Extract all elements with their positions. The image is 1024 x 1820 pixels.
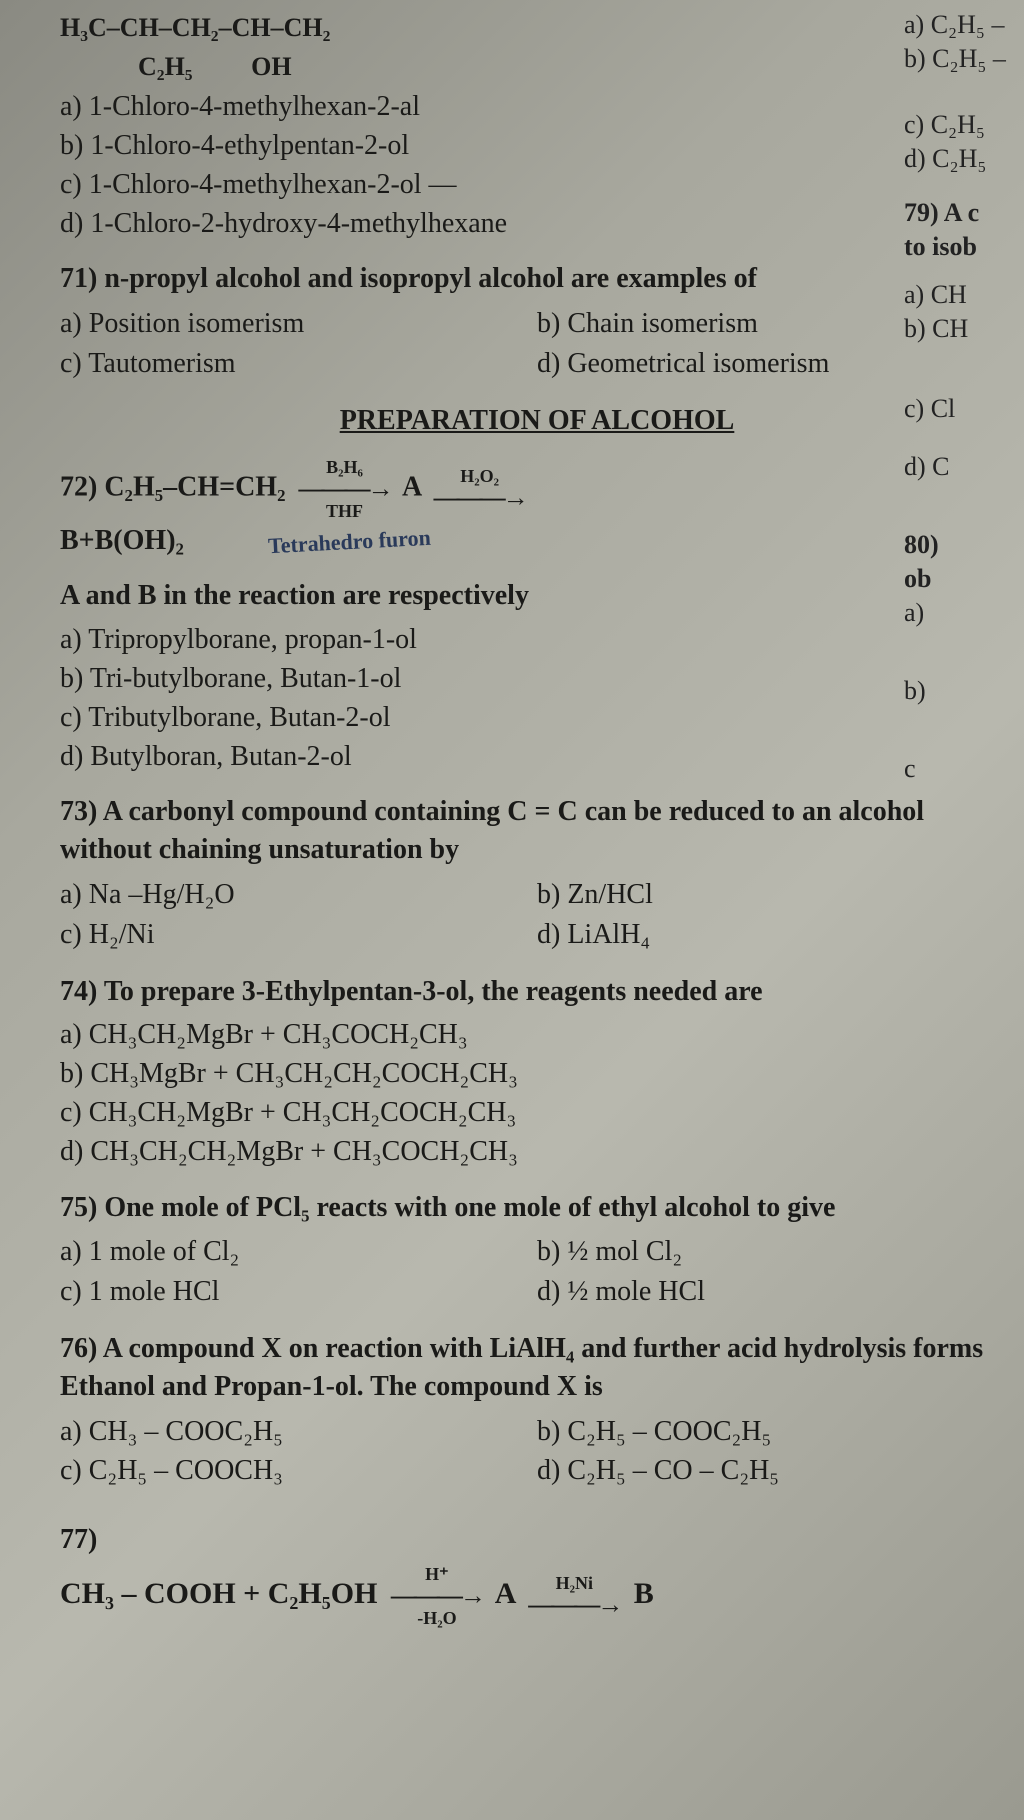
q77-left: CH₃ – COOH + C₂H₅OH <box>60 1577 377 1610</box>
edge-r10: d) C <box>904 452 1024 482</box>
q72-opt-b: b) Tri-butylborane, Butan-1-ol <box>60 660 1014 698</box>
q70-opt-c: c) 1-Chloro-4-methylhexan-2-ol — <box>60 166 1014 204</box>
q77-arrow1: H⁺ ———→ -H₂O <box>391 1565 483 1627</box>
q72-options: a) Tripropylborane, propan-1-ol b) Tri-b… <box>60 621 1014 775</box>
q73-opt-c: c) H₂/Ni <box>60 916 537 954</box>
q71-stem: 71) n-propyl alcohol and isopropyl alcoh… <box>60 260 1014 298</box>
q71-opt-c: c) Tautomerism <box>60 345 537 383</box>
q77-num: 77) <box>60 1521 1014 1559</box>
q72-line2: B+B(OH)₂ <box>60 525 184 556</box>
edge-r8: b) CH <box>904 314 1024 344</box>
q72-arrow1-top: B₂H₆ <box>326 458 363 476</box>
q77-reaction: CH₃ – COOH + C₂H₅OH H⁺ ———→ -H₂O A H₂Ni … <box>60 1565 1014 1627</box>
arrow-icon: ———→ <box>391 1583 483 1609</box>
arrow-icon: ———→ <box>298 476 390 502</box>
q71-opt-a: a) Position isomerism <box>60 305 537 343</box>
q70-opt-a: a) 1-Chloro-4-methylhexan-2-al <box>60 88 1014 126</box>
q70-opt-b: b) 1-Chloro-4-ethylpentan-2-ol <box>60 127 1014 165</box>
structure-line2: C₂H₅ OH <box>60 49 1014 84</box>
q74-opt-a: a) CH₃CH₂MgBr + CH₃COCH₂CH₃ <box>60 1016 1014 1054</box>
q77-mid: A <box>495 1577 515 1610</box>
q71-options: a) Position isomerism b) Chain isomerism… <box>60 304 1014 384</box>
edge-r12: ob <box>904 564 1024 594</box>
q77-arrow2: H₂Ni ———→ <box>528 1574 620 1618</box>
q72-mid: A <box>402 471 421 502</box>
edge-r4: d) C₂H₅ <box>904 144 1024 174</box>
q72-arrow2-top: H₂O₂ <box>460 467 499 485</box>
q74-stem: 74) To prepare 3-Ethylpentan-3-ol, the r… <box>60 973 1014 1011</box>
q72-opt-d: d) Butylboran, Butan-2-ol <box>60 738 1014 776</box>
edge-r1: a) C₂H₅ – <box>904 10 1024 40</box>
oh-label: OH <box>251 52 291 81</box>
q72-left: 72) C₂H₅–CH=CH₂ <box>60 471 285 502</box>
q72-opt-c: c) Tributylborane, Butan-2-ol <box>60 699 1014 737</box>
q74-options: a) CH₃CH₂MgBr + CH₃COCH₂CH₃ b) CH₃MgBr +… <box>60 1016 1014 1170</box>
q75-stem: 75) One mole of PCl₅ reacts with one mol… <box>60 1189 1014 1227</box>
q73-opt-b: b) Zn/HCl <box>537 876 1014 914</box>
edge-r15: c <box>904 754 1024 784</box>
q74-opt-c: c) CH₃CH₂MgBr + CH₃CH₂COCH₂CH₃ <box>60 1094 1014 1132</box>
q73-stem: 73) A carbonyl compound containing C = C… <box>60 793 1014 869</box>
q72-line2-row: B+B(OH)₂ Tetrahedro furon <box>60 522 1014 560</box>
q72-arrow2: H₂O₂ ———→ <box>434 467 526 511</box>
edge-r14: b) <box>904 676 1024 706</box>
edge-r11: 80) <box>904 530 1024 560</box>
q73-opt-a: a) Na –Hg/H₂O <box>60 876 537 914</box>
edge-r6: to isob <box>904 232 1024 262</box>
q72-handwriting: Tetrahedro furon <box>267 522 431 560</box>
q72-stem2: A and B in the reaction are respectively <box>60 577 1014 615</box>
q76-opt-d: d) C₂H₅ – CO – C₂H₅ <box>537 1452 1014 1490</box>
edge-r13: a) <box>904 598 1024 628</box>
q75-opt-d: d) ½ mole HCl <box>537 1273 1014 1311</box>
q76-opt-b: b) C₂H₅ – COOC₂H₅ <box>537 1413 1014 1451</box>
q73-options: a) Na –Hg/H₂O b) Zn/HCl c) H₂/Ni d) LiAl… <box>60 875 1014 955</box>
q77-arrow1-bot: -H₂O <box>417 1609 456 1627</box>
q74-opt-d: d) CH₃CH₂CH₂MgBr + CH₃COCH₂CH₃ <box>60 1133 1014 1171</box>
edge-r9: c) Cl <box>904 394 1024 424</box>
q76-opt-a: a) CH₃ – COOC₂H₅ <box>60 1413 537 1451</box>
q75-opt-b: b) ½ mol Cl₂ <box>537 1233 1014 1271</box>
arrow-icon: ———→ <box>434 485 526 511</box>
q70-options: a) 1-Chloro-4-methylhexan-2-al b) 1-Chlo… <box>60 88 1014 242</box>
arrow-icon: ———→ <box>528 1592 620 1618</box>
q75-opt-a: a) 1 mole of Cl₂ <box>60 1233 537 1271</box>
q77-right: B <box>634 1577 654 1610</box>
q72-opt-a: a) Tripropylborane, propan-1-ol <box>60 621 1014 659</box>
q75-options: a) 1 mole of Cl₂ b) ½ mol Cl₂ c) 1 mole … <box>60 1232 1014 1312</box>
q76-opt-c: c) C₂H₅ – COOCH₃ <box>60 1452 537 1490</box>
structure-line1: H₃C–CH–CH₂–CH–CH₂ <box>60 10 1014 45</box>
edge-r5: 79) A c <box>904 198 1024 228</box>
edge-r3: c) C₂H₅ <box>904 110 1024 140</box>
q76-stem: 76) A compound X on reaction with LiAlH₄… <box>60 1330 1014 1406</box>
q73-opt-d: d) LiAlH₄ <box>537 916 1014 954</box>
q74-opt-b: b) CH₃MgBr + CH₃CH₂CH₂COCH₂CH₃ <box>60 1055 1014 1093</box>
q70-opt-d: d) 1-Chloro-2-hydroxy-4-methylhexane <box>60 205 1014 243</box>
edge-r7: a) CH <box>904 280 1024 310</box>
right-column-fragment: a) C₂H₅ – b) C₂H₅ – c) C₂H₅ d) C₂H₅ 79) … <box>904 0 1024 788</box>
q75-opt-c: c) 1 mole HCl <box>60 1273 537 1311</box>
q72-reaction: 72) C₂H₅–CH=CH₂ B₂H₆ ———→ THF A H₂O₂ ———… <box>60 458 1014 520</box>
q72-arrow1-bot: THF <box>326 502 363 520</box>
q72-arrow1: B₂H₆ ———→ THF <box>298 458 390 520</box>
partial-structure: H₃C–CH–CH₂–CH–CH₂ C₂H₅ OH <box>60 10 1014 84</box>
c2h5-label: C₂H₅ <box>138 52 193 81</box>
section-heading: PREPARATION OF ALCOHOL <box>60 402 1014 440</box>
q76-options: a) CH₃ – COOC₂H₅ b) C₂H₅ – COOC₂H₅ c) C₂… <box>60 1412 1014 1492</box>
edge-r2: b) C₂H₅ – <box>904 44 1024 74</box>
